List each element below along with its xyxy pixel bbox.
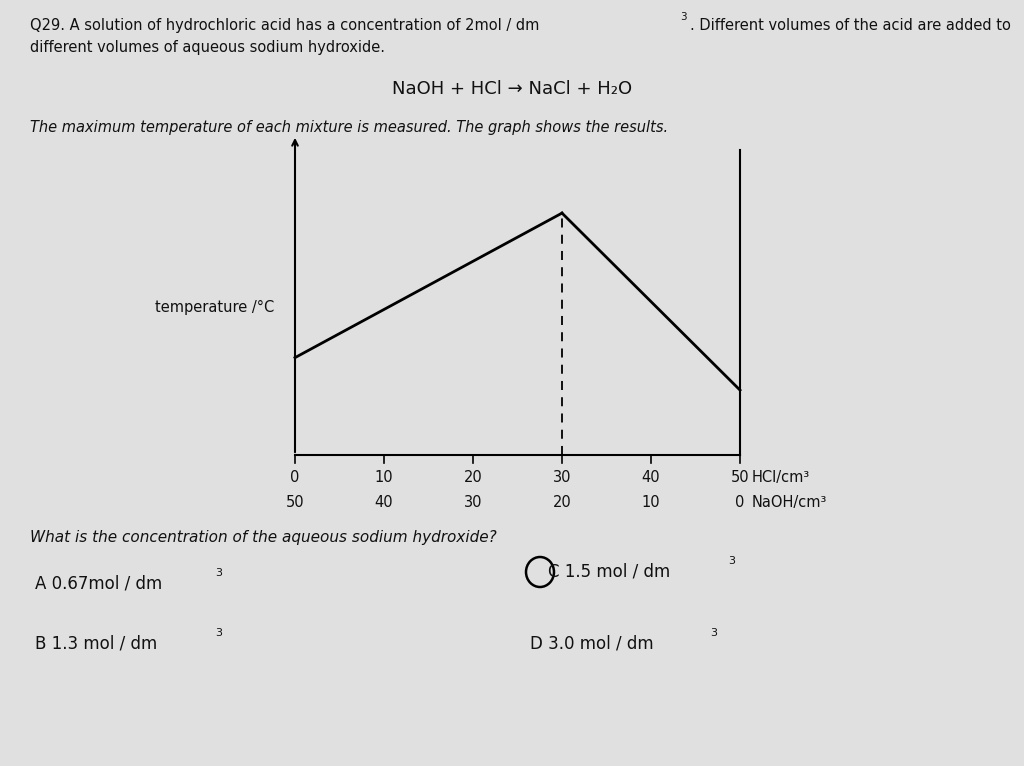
Text: The maximum temperature of each mixture is measured. The graph shows the results: The maximum temperature of each mixture … (30, 120, 668, 135)
Text: 0: 0 (291, 470, 300, 485)
Text: 10: 10 (375, 470, 393, 485)
Text: C 1.5 mol / dm: C 1.5 mol / dm (548, 563, 671, 581)
Text: 40: 40 (642, 470, 660, 485)
Text: NaOH + HCl → NaCl + H₂O: NaOH + HCl → NaCl + H₂O (392, 80, 632, 98)
Text: different volumes of aqueous sodium hydroxide.: different volumes of aqueous sodium hydr… (30, 40, 385, 55)
Text: 3: 3 (680, 12, 687, 22)
Text: 10: 10 (642, 495, 660, 510)
Text: 3: 3 (710, 628, 717, 638)
Text: NaOH/cm³: NaOH/cm³ (752, 495, 827, 510)
Text: 20: 20 (464, 470, 482, 485)
Text: 3: 3 (215, 568, 222, 578)
Text: 50: 50 (286, 495, 304, 510)
Text: 40: 40 (375, 495, 393, 510)
Text: 20: 20 (553, 495, 571, 510)
Text: Q29. A solution of hydrochloric acid has a concentration of 2mol / dm: Q29. A solution of hydrochloric acid has… (30, 18, 540, 33)
Text: HCl/cm³: HCl/cm³ (752, 470, 810, 485)
Text: 30: 30 (553, 470, 571, 485)
Text: 0: 0 (735, 495, 744, 510)
Text: 3: 3 (215, 628, 222, 638)
Text: What is the concentration of the aqueous sodium hydroxide?: What is the concentration of the aqueous… (30, 530, 497, 545)
Text: . Different volumes of the acid are added to: . Different volumes of the acid are adde… (690, 18, 1011, 33)
Text: D 3.0 mol / dm: D 3.0 mol / dm (530, 635, 653, 653)
Text: 3: 3 (728, 556, 735, 566)
Text: temperature /°C: temperature /°C (156, 300, 274, 315)
Text: A 0.67mol / dm: A 0.67mol / dm (35, 575, 162, 593)
Text: B 1.3 mol / dm: B 1.3 mol / dm (35, 635, 158, 653)
Text: 50: 50 (731, 470, 750, 485)
Text: 30: 30 (464, 495, 482, 510)
